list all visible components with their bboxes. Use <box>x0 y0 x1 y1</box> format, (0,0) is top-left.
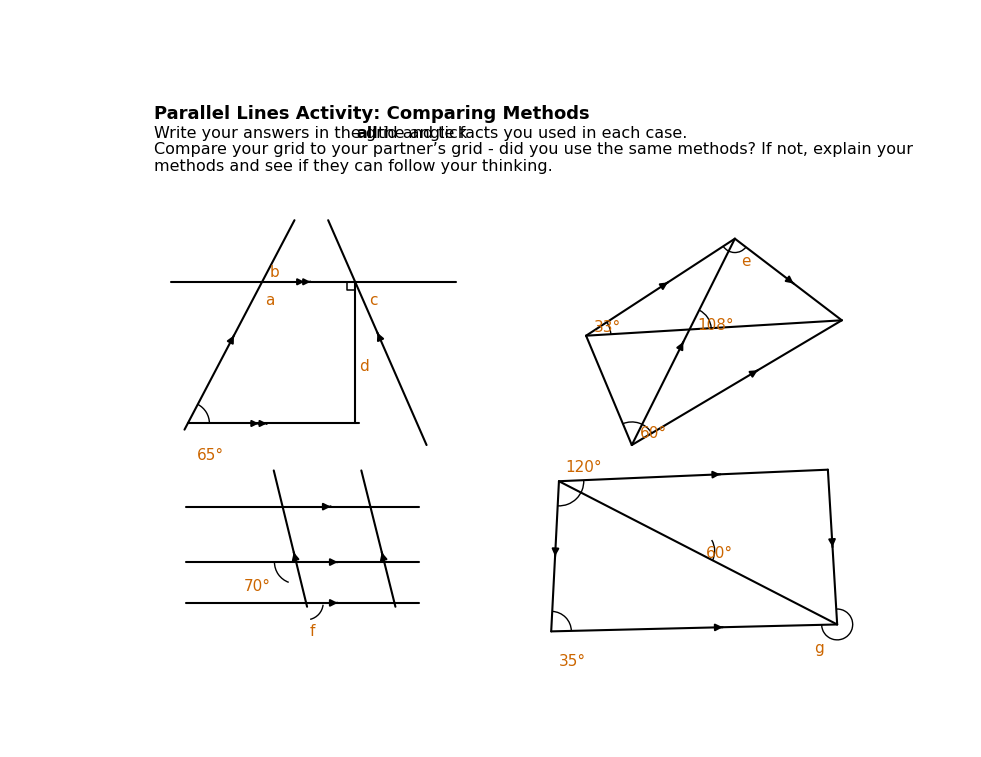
Text: all: all <box>357 126 379 142</box>
Text: 70°: 70° <box>243 579 271 594</box>
Text: c: c <box>369 292 378 307</box>
Text: 33°: 33° <box>594 320 621 335</box>
Text: Parallel Lines Activity: Comparing Methods: Parallel Lines Activity: Comparing Metho… <box>154 104 590 123</box>
Text: a: a <box>265 292 275 307</box>
Text: 60°: 60° <box>705 546 733 561</box>
Text: 120°: 120° <box>565 459 601 475</box>
Text: 60°: 60° <box>640 425 667 441</box>
Text: f: f <box>310 625 315 640</box>
Text: Compare your grid to your partner’s grid - did you use the same methods? If not,: Compare your grid to your partner’s grid… <box>154 142 912 157</box>
Text: e: e <box>741 254 750 269</box>
Text: 108°: 108° <box>697 318 734 333</box>
Text: 35°: 35° <box>559 655 586 669</box>
Text: Write your answers in the grid and tick: Write your answers in the grid and tick <box>154 126 472 142</box>
Text: b: b <box>270 265 280 280</box>
Text: 65°: 65° <box>197 448 224 463</box>
Text: d: d <box>359 359 369 374</box>
Text: methods and see if they can follow your thinking.: methods and see if they can follow your … <box>154 159 552 173</box>
Text: g: g <box>814 641 824 656</box>
Text: the angle facts you used in each case.: the angle facts you used in each case. <box>373 126 688 142</box>
